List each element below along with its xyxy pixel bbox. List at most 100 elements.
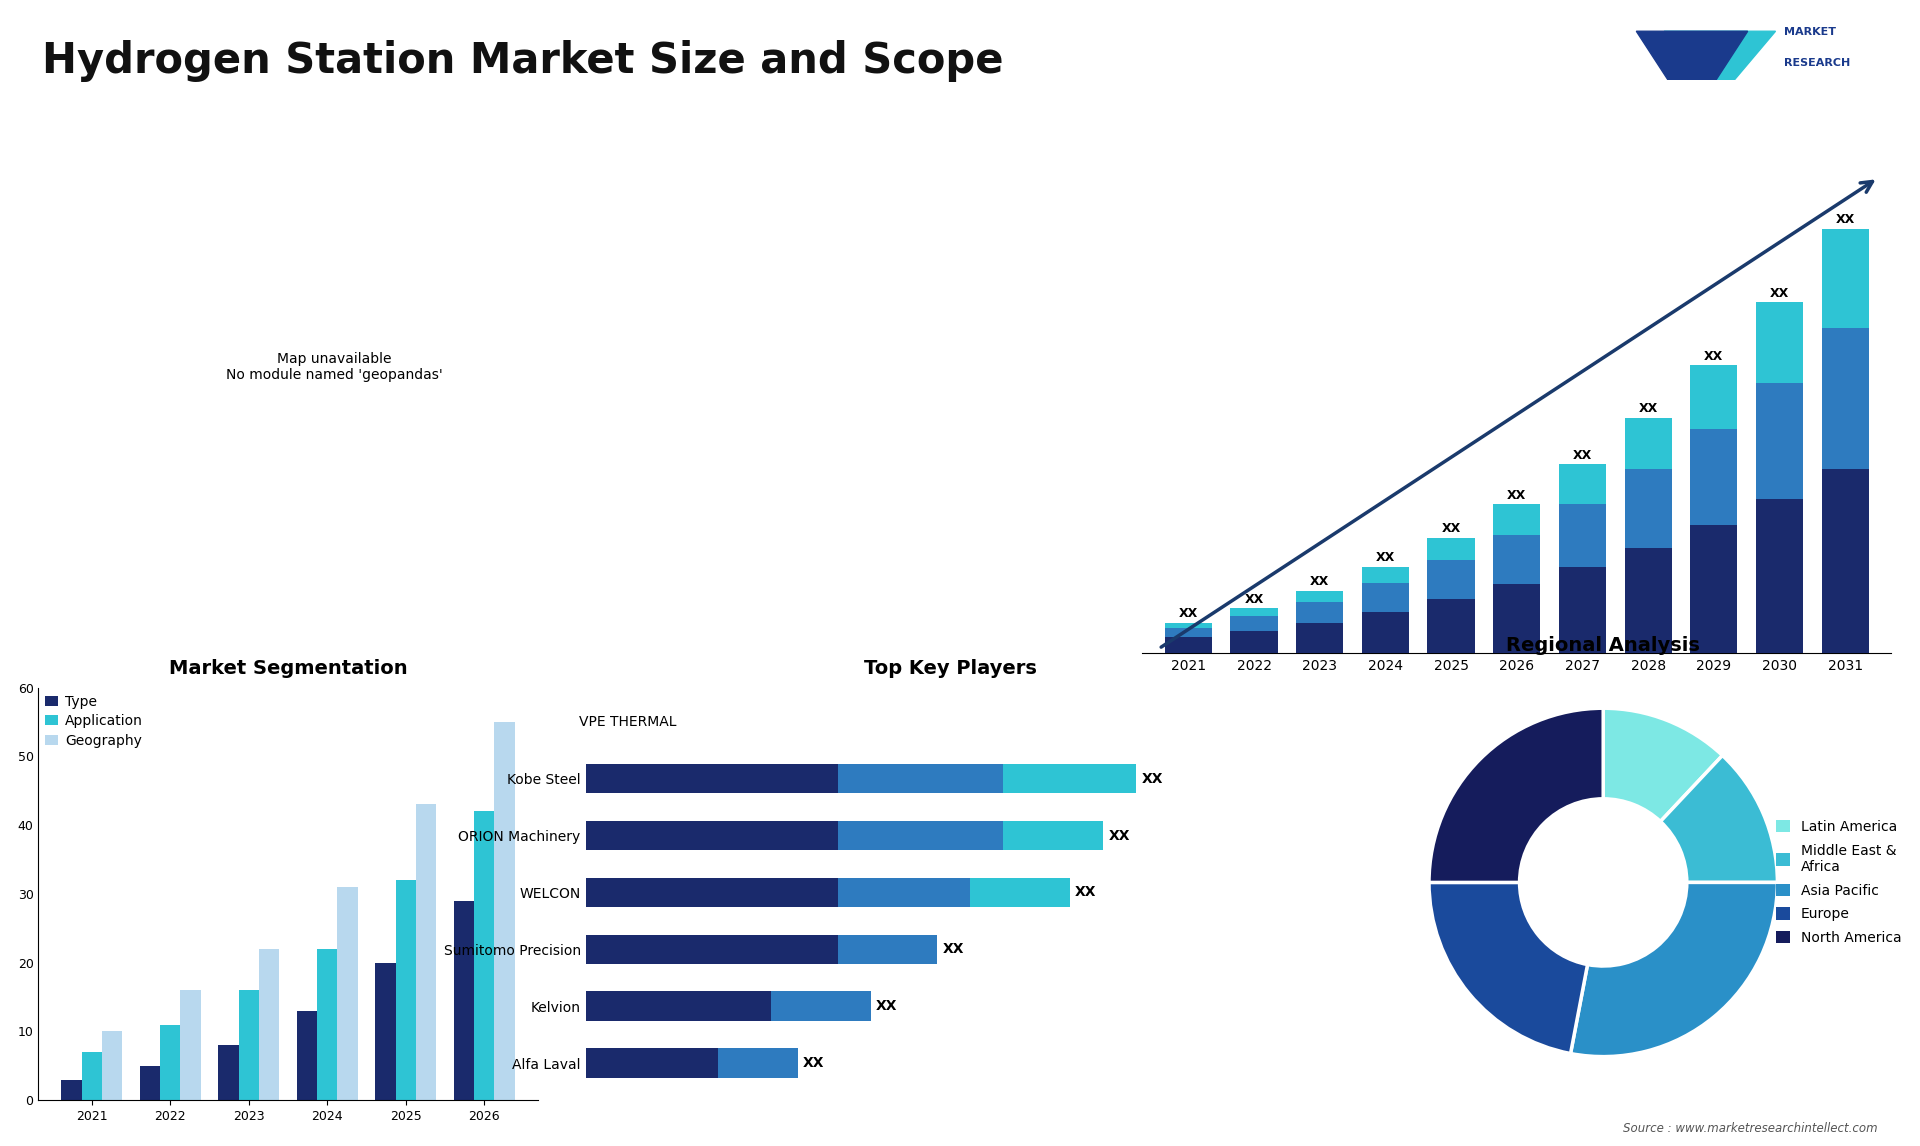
Bar: [586, 821, 837, 850]
Bar: [1822, 328, 1868, 469]
Bar: [1559, 504, 1607, 567]
Bar: [495, 722, 515, 1100]
Bar: [970, 878, 1069, 908]
Bar: [586, 1049, 718, 1078]
Bar: [140, 1066, 159, 1100]
Bar: [453, 901, 474, 1100]
Bar: [772, 991, 872, 1021]
Text: RESEARCH: RESEARCH: [1784, 57, 1851, 68]
Text: XX: XX: [1309, 575, 1329, 588]
Bar: [586, 878, 837, 908]
Bar: [837, 764, 1004, 793]
Bar: [1559, 464, 1607, 504]
Polygon shape: [1665, 31, 1776, 97]
Bar: [1757, 500, 1803, 653]
Wedge shape: [1428, 708, 1603, 882]
Bar: [1427, 598, 1475, 653]
Bar: [1004, 764, 1137, 793]
Bar: [1165, 628, 1212, 637]
Bar: [1296, 590, 1344, 602]
Text: XX: XX: [1836, 213, 1855, 227]
Bar: [1231, 617, 1277, 630]
Bar: [1427, 560, 1475, 598]
Text: XX: XX: [1075, 886, 1096, 900]
Text: Source : www.marketresearchintellect.com: Source : www.marketresearchintellect.com: [1622, 1122, 1878, 1135]
Text: XX: XX: [1770, 286, 1789, 300]
Bar: [1690, 364, 1738, 429]
Text: XX: XX: [943, 942, 964, 957]
Text: INTELLECT: INTELLECT: [1784, 88, 1851, 97]
Text: VPE THERMAL: VPE THERMAL: [580, 715, 676, 729]
Bar: [837, 935, 937, 964]
Bar: [1494, 504, 1540, 535]
Text: XX: XX: [1244, 592, 1263, 606]
Bar: [61, 1080, 81, 1100]
Bar: [102, 1031, 123, 1100]
Title: Regional Analysis: Regional Analysis: [1507, 636, 1699, 654]
Bar: [1690, 525, 1738, 653]
Text: XX: XX: [1507, 489, 1526, 502]
Bar: [1361, 583, 1409, 612]
Legend: Latin America, Middle East &
Africa, Asia Pacific, Europe, North America: Latin America, Middle East & Africa, Asi…: [1776, 819, 1901, 945]
Bar: [1822, 469, 1868, 653]
Bar: [1361, 567, 1409, 583]
Bar: [1296, 622, 1344, 653]
Legend: Type, Application, Geography: Type, Application, Geography: [46, 694, 142, 747]
Bar: [1165, 637, 1212, 653]
Bar: [180, 990, 202, 1100]
Bar: [159, 1025, 180, 1100]
Bar: [259, 949, 280, 1100]
Bar: [1624, 418, 1672, 469]
Title: Market Segmentation: Market Segmentation: [169, 659, 407, 677]
Bar: [837, 821, 1004, 850]
Wedge shape: [1603, 708, 1722, 822]
Text: XX: XX: [1572, 449, 1592, 462]
Bar: [586, 935, 837, 964]
Text: XX: XX: [1377, 551, 1396, 564]
Text: XX: XX: [803, 1057, 826, 1070]
Bar: [1427, 537, 1475, 560]
Bar: [317, 949, 338, 1100]
Bar: [474, 811, 495, 1100]
Bar: [1231, 609, 1277, 617]
Bar: [417, 804, 436, 1100]
Text: XX: XX: [1140, 771, 1164, 786]
Bar: [586, 764, 837, 793]
Text: Map unavailable
No module named 'geopandas': Map unavailable No module named 'geopand…: [227, 352, 442, 382]
Bar: [1624, 548, 1672, 653]
Text: XX: XX: [1442, 523, 1461, 535]
Bar: [1494, 535, 1540, 584]
Bar: [1165, 622, 1212, 628]
Bar: [1757, 303, 1803, 383]
Text: Hydrogen Station Market Size and Scope: Hydrogen Station Market Size and Scope: [42, 40, 1004, 83]
Title: Top Key Players: Top Key Players: [864, 659, 1037, 677]
Text: XX: XX: [1638, 402, 1657, 415]
Text: XX: XX: [876, 999, 899, 1013]
Bar: [1559, 567, 1607, 653]
Bar: [374, 963, 396, 1100]
Bar: [718, 1049, 799, 1078]
Bar: [1004, 821, 1102, 850]
Bar: [1361, 612, 1409, 653]
Bar: [296, 1011, 317, 1100]
Bar: [1231, 630, 1277, 653]
Bar: [1822, 229, 1868, 328]
Bar: [396, 880, 417, 1100]
Polygon shape: [1636, 31, 1747, 117]
Text: XX: XX: [1108, 829, 1129, 842]
Text: XX: XX: [1179, 607, 1198, 620]
Bar: [1624, 469, 1672, 548]
Bar: [586, 991, 772, 1021]
Bar: [238, 990, 259, 1100]
Bar: [81, 1052, 102, 1100]
Wedge shape: [1661, 755, 1778, 882]
Wedge shape: [1428, 882, 1588, 1053]
Text: XX: XX: [1705, 350, 1724, 362]
Wedge shape: [1571, 882, 1778, 1057]
Bar: [1494, 584, 1540, 653]
Bar: [837, 878, 970, 908]
Bar: [1296, 602, 1344, 622]
Bar: [338, 887, 357, 1100]
Text: MARKET: MARKET: [1784, 28, 1836, 38]
Bar: [1757, 383, 1803, 500]
